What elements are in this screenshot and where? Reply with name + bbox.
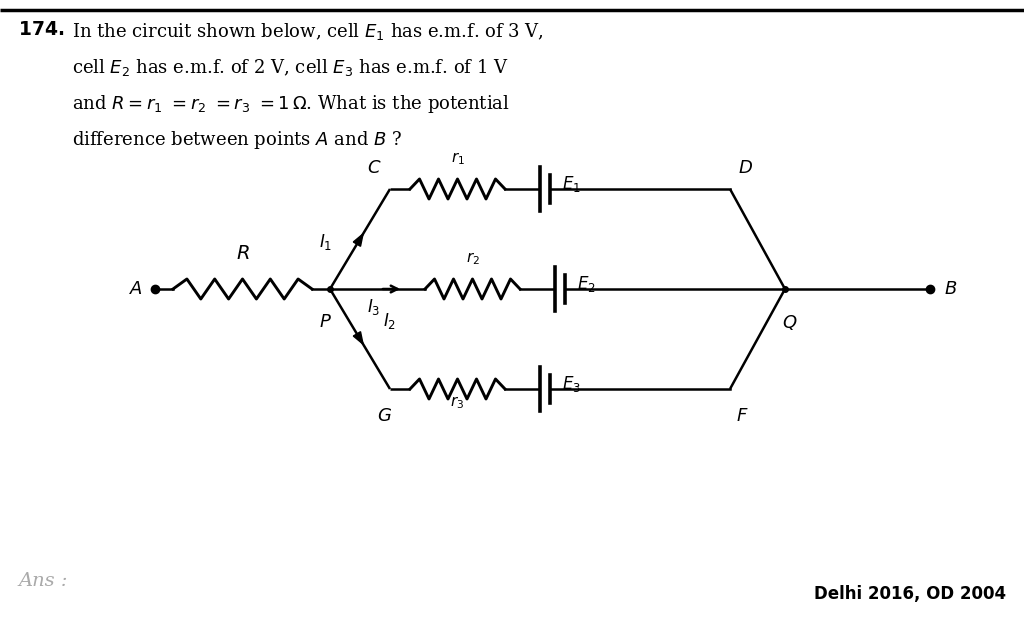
Text: and $R = r_1\ = r_2\ = r_3\ = 1\,\Omega$. What is the potential: and $R = r_1\ = r_2\ = r_3\ = 1\,\Omega$… bbox=[72, 93, 510, 115]
Text: Delhi 2016, OD 2004: Delhi 2016, OD 2004 bbox=[814, 585, 1006, 603]
Text: $D$: $D$ bbox=[738, 159, 753, 177]
Text: $G$: $G$ bbox=[378, 407, 392, 425]
Text: $r_2$: $r_2$ bbox=[466, 250, 479, 267]
Polygon shape bbox=[353, 234, 364, 246]
Text: In the circuit shown below, cell $E_1$ has e.m.f. of 3 V,: In the circuit shown below, cell $E_1$ h… bbox=[72, 21, 544, 42]
Text: $I_2$: $I_2$ bbox=[383, 311, 396, 331]
Text: $r_1$: $r_1$ bbox=[451, 150, 465, 167]
Text: $E_3$: $E_3$ bbox=[562, 374, 581, 394]
Text: $P$: $P$ bbox=[318, 313, 332, 331]
Text: $F$: $F$ bbox=[735, 407, 749, 425]
Text: Ans :: Ans : bbox=[18, 572, 68, 590]
Text: difference between points $A$ and $B$ ?: difference between points $A$ and $B$ ? bbox=[72, 129, 402, 151]
Text: $E_1$: $E_1$ bbox=[562, 174, 581, 194]
Text: $Q$: $Q$ bbox=[782, 313, 798, 332]
Text: $I_3$: $I_3$ bbox=[367, 298, 380, 318]
Text: $C$: $C$ bbox=[368, 159, 382, 177]
Polygon shape bbox=[353, 332, 364, 344]
Text: $A$: $A$ bbox=[129, 280, 143, 298]
Text: $I_1$: $I_1$ bbox=[319, 232, 333, 252]
Text: $R$: $R$ bbox=[236, 245, 250, 263]
Text: $r_3$: $r_3$ bbox=[451, 394, 465, 410]
Text: cell $E_2$ has e.m.f. of 2 V, cell $E_3$ has e.m.f. of 1 V: cell $E_2$ has e.m.f. of 2 V, cell $E_3$… bbox=[72, 57, 509, 78]
Text: $B$: $B$ bbox=[944, 280, 957, 298]
Text: $E_2$: $E_2$ bbox=[577, 274, 596, 294]
Text: $\mathbf{174.}$: $\mathbf{174.}$ bbox=[18, 21, 65, 39]
